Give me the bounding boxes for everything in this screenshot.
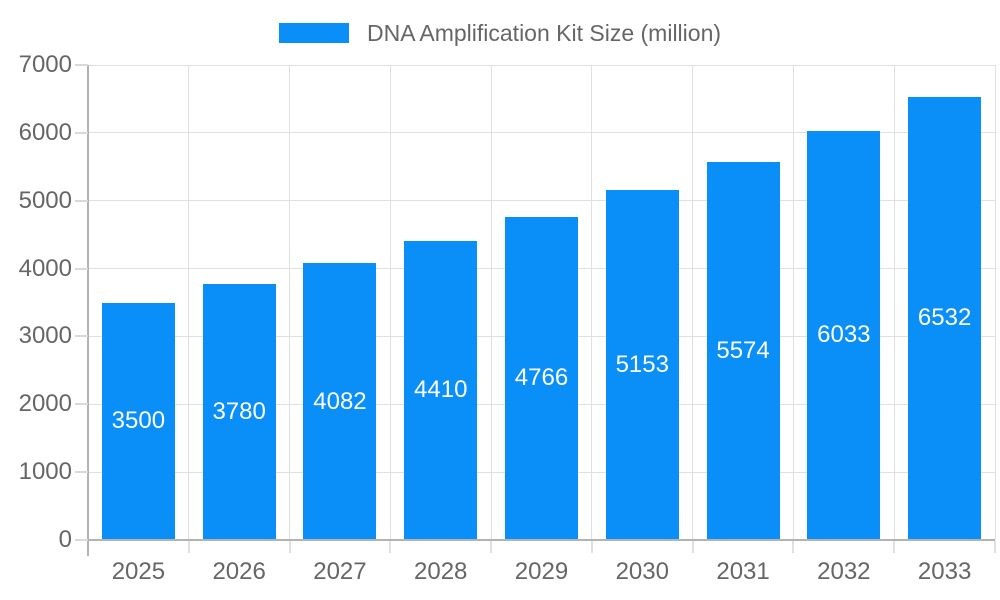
bar[interactable]: 4410 xyxy=(404,240,478,540)
v-gridline xyxy=(389,65,391,540)
h-gridline xyxy=(88,132,995,134)
x-axis-tick xyxy=(389,541,392,553)
legend-label[interactable]: DNA Amplification Kit Size (million) xyxy=(366,19,722,46)
x-axis-tick xyxy=(893,541,896,553)
bar-value-label: 5153 xyxy=(615,351,669,379)
x-axis-tick xyxy=(994,541,996,553)
bar[interactable]: 3780 xyxy=(202,283,276,540)
x-axis-tick xyxy=(187,541,190,553)
x-axis-tick-label: 2025 xyxy=(111,558,166,585)
y-axis-tick xyxy=(75,335,88,338)
bar-value-label: 3500 xyxy=(111,407,166,435)
y-axis-tick-label: 3000 xyxy=(18,322,72,350)
y-axis-tick-label: 6000 xyxy=(18,118,72,146)
bar[interactable]: 4766 xyxy=(504,216,579,540)
v-gridline xyxy=(692,65,694,540)
bar[interactable]: 3500 xyxy=(101,302,175,540)
v-gridline xyxy=(591,65,593,540)
y-axis-tick-label: 1000 xyxy=(18,458,72,486)
y-axis-line xyxy=(87,65,89,556)
bar-value-label: 5574 xyxy=(716,336,770,364)
y-axis-tick-label: 0 xyxy=(58,526,72,553)
bar-value-label: 3780 xyxy=(212,397,266,425)
bar[interactable]: 6532 xyxy=(908,96,982,540)
v-gridline xyxy=(289,65,291,540)
y-axis-tick xyxy=(75,64,88,66)
bar-value-label: 6532 xyxy=(917,304,972,332)
y-axis-tick-label: 5000 xyxy=(18,186,72,214)
v-gridline xyxy=(994,65,996,540)
y-axis-tick-label: 7000 xyxy=(18,51,72,78)
bar-value-label: 4410 xyxy=(414,376,468,404)
legend-swatch[interactable] xyxy=(278,23,349,43)
bar-value-label: 4082 xyxy=(313,387,367,415)
v-gridline xyxy=(490,65,492,540)
bar[interactable]: 6033 xyxy=(807,130,881,540)
y-axis-tick xyxy=(75,267,88,270)
x-axis-tick xyxy=(792,541,795,553)
v-gridline xyxy=(792,65,794,540)
y-axis-tick xyxy=(75,199,88,202)
x-axis-tick-label: 2028 xyxy=(414,558,468,585)
v-gridline xyxy=(188,65,190,540)
x-axis-tick-label: 2033 xyxy=(917,558,972,585)
x-axis-tick xyxy=(691,541,694,553)
x-axis-tick-label: 2026 xyxy=(212,558,266,585)
bar[interactable]: 4082 xyxy=(303,263,377,540)
y-axis-tick xyxy=(75,471,88,474)
x-axis-tick-label: 2032 xyxy=(817,558,871,585)
bar[interactable]: 5153 xyxy=(605,190,679,540)
x-axis-tick-label: 2030 xyxy=(615,558,669,585)
y-axis-tick xyxy=(75,403,88,406)
v-gridline xyxy=(893,65,895,540)
y-axis-tick xyxy=(75,539,88,541)
y-axis-tick-label: 2000 xyxy=(18,390,72,418)
bar-value-label: 6033 xyxy=(817,321,871,349)
x-axis-tick xyxy=(590,541,593,553)
x-axis-line xyxy=(88,539,995,541)
x-axis-tick-label: 2031 xyxy=(716,558,770,585)
y-axis-tick xyxy=(75,131,88,134)
x-axis-tick-label: 2029 xyxy=(514,558,569,585)
y-axis-tick-label: 4000 xyxy=(18,254,72,282)
h-gridline xyxy=(88,64,995,66)
x-axis-tick xyxy=(490,541,493,553)
x-axis-tick-label: 2027 xyxy=(313,558,367,585)
legend[interactable]: DNA Amplification Kit Size (million) xyxy=(0,20,1000,46)
h-gridline xyxy=(88,200,995,202)
x-axis-tick xyxy=(288,541,291,553)
plot-area: 3500 3780 4082 4410 4766 5153 5574 6033 6532 xyxy=(88,64,996,540)
bar-value-label: 4766 xyxy=(514,364,569,392)
bar[interactable]: 5574 xyxy=(706,161,780,540)
